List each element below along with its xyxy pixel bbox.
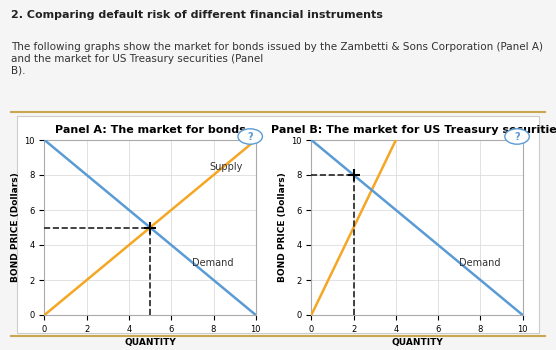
- Text: ?: ?: [247, 132, 253, 141]
- Text: Demand: Demand: [192, 258, 234, 268]
- Y-axis label: BOND PRICE (Dollars): BOND PRICE (Dollars): [11, 173, 20, 282]
- X-axis label: QUANTITY: QUANTITY: [391, 338, 443, 347]
- Title: Panel B: The market for US Treasury securities: Panel B: The market for US Treasury secu…: [271, 125, 556, 135]
- X-axis label: QUANTITY: QUANTITY: [124, 338, 176, 347]
- Text: ?: ?: [514, 132, 520, 141]
- Text: Supply: Supply: [209, 162, 242, 172]
- Text: Demand: Demand: [459, 258, 501, 268]
- Title: Panel A: The market for bonds: Panel A: The market for bonds: [54, 125, 246, 135]
- Text: 2. Comparing default risk of different financial instruments: 2. Comparing default risk of different f…: [11, 10, 383, 21]
- Y-axis label: BOND PRICE (Dollars): BOND PRICE (Dollars): [278, 173, 287, 282]
- Text: The following graphs show the market for bonds issued by the Zambetti & Sons Cor: The following graphs show the market for…: [11, 42, 543, 75]
